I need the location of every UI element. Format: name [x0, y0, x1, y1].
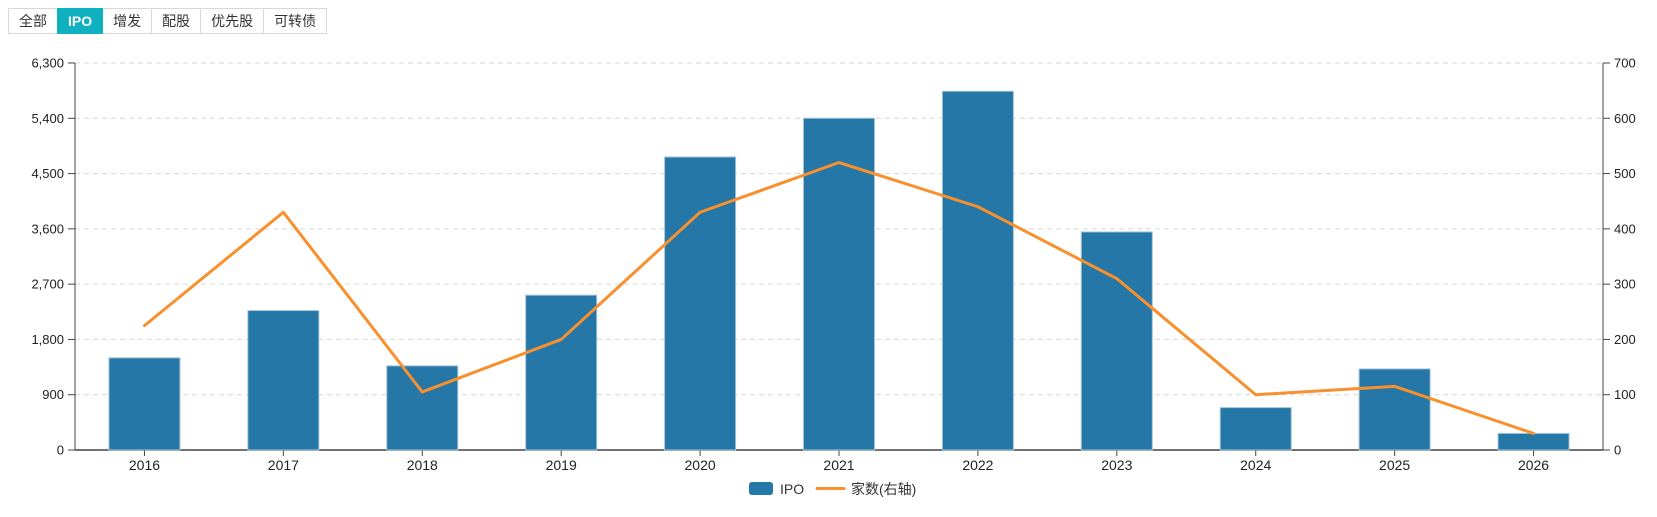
bar-2022[interactable]: [941, 90, 1014, 451]
bar-2023[interactable]: [1080, 231, 1153, 451]
bar-2020[interactable]: [664, 156, 737, 451]
left-axis-label: 900: [42, 387, 64, 402]
left-axis-label: 1,800: [31, 332, 64, 347]
security-type-tabs: 全部 IPO 增发 配股 优先股 可转债: [8, 8, 328, 34]
line-series: [142, 161, 1536, 435]
bar-2019[interactable]: [525, 294, 598, 451]
tab-all[interactable]: 全部: [8, 8, 58, 34]
right-axis-label: 400: [1614, 221, 1636, 236]
bar-2017[interactable]: [247, 310, 320, 451]
left-axis-label: 5,400: [31, 111, 64, 126]
x-axis-label-2024: 2024: [1240, 457, 1271, 473]
right-axis-label: 0: [1614, 443, 1621, 458]
x-axis-label-2018: 2018: [407, 457, 438, 473]
legend-label-line-series[interactable]: 家数(右轴): [851, 481, 916, 497]
bar-2026[interactable]: [1497, 432, 1570, 451]
legend-bar-swatch[interactable]: [749, 482, 773, 495]
bar-2018[interactable]: [386, 365, 459, 451]
tab-convertible-bond[interactable]: 可转债: [263, 8, 328, 34]
x-axis-label-2021: 2021: [823, 457, 854, 473]
legend-label-ipo[interactable]: IPO: [780, 481, 804, 497]
right-axis-label: 300: [1614, 277, 1636, 292]
right-axis-label: 600: [1614, 111, 1636, 126]
right-axis-label: 200: [1614, 332, 1636, 347]
left-axis-label: 6,300: [31, 56, 64, 71]
right-axis-label: 700: [1614, 56, 1636, 71]
left-axis-label: 0: [57, 443, 64, 458]
x-axis-label-2026: 2026: [1518, 457, 1549, 473]
left-axis-label: 4,500: [31, 166, 64, 181]
left-axis-label: 3,600: [31, 221, 64, 236]
x-axis-label-2017: 2017: [268, 457, 299, 473]
x-axis-label-2023: 2023: [1101, 457, 1132, 473]
x-axis-label-2022: 2022: [962, 457, 993, 473]
bar-2016[interactable]: [108, 357, 181, 451]
bar-2025[interactable]: [1358, 368, 1431, 451]
tab-additional-issue[interactable]: 增发: [102, 8, 153, 34]
x-axis-label-2025: 2025: [1379, 457, 1410, 473]
x-axis-label-2020: 2020: [685, 457, 716, 473]
tab-preferred-stock[interactable]: 优先股: [200, 8, 265, 34]
x-axis-label-2019: 2019: [546, 457, 577, 473]
right-axis-label: 500: [1614, 166, 1636, 181]
right-axis-label: 100: [1614, 387, 1636, 402]
bar-2021[interactable]: [803, 117, 875, 451]
x-axis-label-2016: 2016: [129, 457, 160, 473]
left-axis-label: 2,700: [31, 277, 64, 292]
tab-ipo[interactable]: IPO: [57, 8, 104, 34]
tab-rights-issue[interactable]: 配股: [151, 8, 202, 34]
bar-2024[interactable]: [1219, 407, 1292, 451]
